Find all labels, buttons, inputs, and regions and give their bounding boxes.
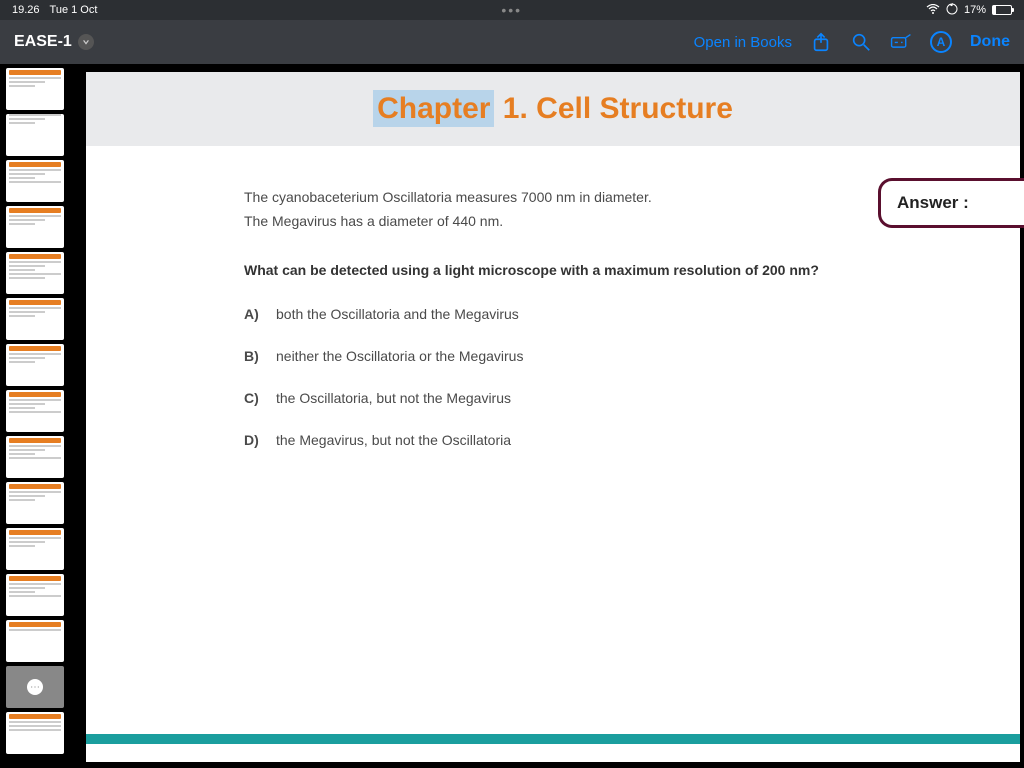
thumbnail-rail[interactable]: ⋯ — [0, 64, 72, 768]
document-page: Chapter 1. Cell Structure The cyanobacet… — [86, 72, 1020, 762]
option-letter: A) — [244, 306, 266, 322]
answer-box: Answer : — [878, 178, 1024, 228]
circle-a-icon: A — [930, 31, 952, 53]
page-thumbnail[interactable] — [6, 206, 64, 248]
page-thumbnail[interactable] — [6, 482, 64, 524]
option-text: the Oscillatoria, but not the Megavirus — [276, 390, 511, 406]
page-thumbnail[interactable] — [6, 298, 64, 340]
markup-button[interactable] — [890, 31, 912, 53]
open-in-books-button[interactable]: Open in Books — [694, 34, 792, 51]
annotation-mode-button[interactable]: A — [930, 31, 952, 53]
ipad-status-bar: 19.26 Tue 1 Oct ••• 17% — [0, 0, 1024, 20]
option-row[interactable]: C) the Oscillatoria, but not the Megaviru… — [244, 390, 1020, 406]
chapter-title: Chapter 1. Cell Structure — [373, 92, 733, 126]
question-prompt: What can be detected using a light micro… — [244, 262, 1020, 278]
status-time: 19.26 — [12, 4, 40, 16]
option-letter: B) — [244, 348, 266, 364]
document-title-text: EASE-1 — [14, 33, 72, 51]
app-toolbar: EASE-1 Open in Books A Done — [0, 20, 1024, 64]
page-header: Chapter 1. Cell Structure — [86, 72, 1020, 146]
chapter-highlight: Chapter — [373, 90, 494, 127]
option-row[interactable]: A) both the Oscillatoria and the Megaviru… — [244, 306, 1020, 322]
footer-strip — [86, 734, 1020, 744]
option-row[interactable]: D) the Megavirus, but not the Oscillatori… — [244, 432, 1020, 448]
page-viewport[interactable]: Chapter 1. Cell Structure The cyanobacet… — [72, 64, 1024, 768]
ellipsis-icon: ⋯ — [27, 679, 43, 695]
page-thumbnail[interactable] — [6, 390, 64, 432]
page-thumbnail[interactable] — [6, 68, 64, 110]
options-list: A) both the Oscillatoria and the Megaviru… — [244, 306, 1020, 448]
search-button[interactable] — [850, 31, 872, 53]
workspace: ⋯ Chapter 1. Cell Structure The cyanobac… — [0, 64, 1024, 768]
page-thumbnail[interactable] — [6, 620, 64, 662]
done-button[interactable]: Done — [970, 33, 1010, 51]
page-thumbnail[interactable] — [6, 344, 64, 386]
thumbnail-more-button[interactable]: ⋯ — [6, 666, 64, 708]
page-thumbnail[interactable] — [6, 114, 64, 156]
share-button[interactable] — [810, 31, 832, 53]
option-text: neither the Oscillatoria or the Megaviru… — [276, 348, 523, 364]
battery-percent: 17% — [964, 4, 986, 16]
option-text: the Megavirus, but not the Oscillatoria — [276, 432, 511, 448]
page-thumbnail[interactable] — [6, 160, 64, 202]
option-row[interactable]: B) neither the Oscillatoria or the Megavi… — [244, 348, 1020, 364]
orientation-lock-icon — [946, 3, 958, 18]
option-letter: C) — [244, 390, 266, 406]
multitask-dots[interactable]: ••• — [97, 2, 926, 18]
page-thumbnail[interactable] — [6, 252, 64, 294]
battery-icon — [992, 5, 1012, 15]
chapter-rest: 1. Cell Structure — [494, 92, 732, 125]
status-date: Tue 1 Oct — [50, 4, 98, 16]
page-thumbnail[interactable] — [6, 528, 64, 570]
page-thumbnail[interactable] — [6, 436, 64, 478]
wifi-icon — [926, 4, 940, 17]
option-text: both the Oscillatoria and the Megavirus — [276, 306, 519, 322]
page-thumbnail[interactable] — [6, 574, 64, 616]
page-thumbnail[interactable] — [6, 712, 64, 754]
chevron-down-icon — [78, 34, 94, 50]
option-letter: D) — [244, 432, 266, 448]
document-title-button[interactable]: EASE-1 — [14, 33, 94, 51]
